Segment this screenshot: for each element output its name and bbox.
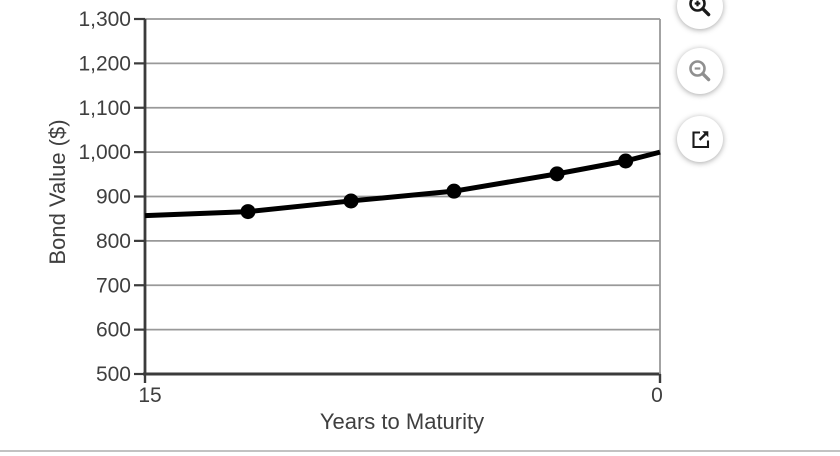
y-tick-label: 1,200 [78, 52, 131, 75]
y-tick-label: 1,000 [78, 141, 131, 164]
data-point [549, 166, 565, 182]
data-point [240, 204, 256, 220]
bond-value-line [144, 149, 661, 219]
y-tick-label: 500 [96, 363, 131, 386]
y-tick-label: 1,100 [78, 97, 131, 120]
y-axis-title: Bond Value ($) [45, 119, 70, 264]
data-point [446, 183, 462, 199]
data-point [343, 193, 359, 209]
y-tick-label: 1,300 [78, 8, 131, 31]
x-tick-label: 15 [138, 384, 161, 407]
open-in-new-icon [692, 131, 710, 149]
y-tick-label: 700 [96, 274, 131, 297]
bottom-divider [0, 450, 840, 452]
data-point [618, 153, 634, 169]
open-in-new-window-button[interactable] [677, 116, 723, 162]
x-tick-label: 0 [651, 384, 663, 407]
y-tick-label: 900 [96, 186, 131, 209]
zoom-in-icon [689, 0, 711, 17]
y-tick-label: 600 [96, 319, 131, 342]
x-axis-title: Years to Maturity [320, 409, 484, 434]
zoom-out-icon [689, 60, 711, 82]
zoom-out-button[interactable] [677, 48, 723, 94]
y-tick-label: 800 [96, 230, 131, 253]
